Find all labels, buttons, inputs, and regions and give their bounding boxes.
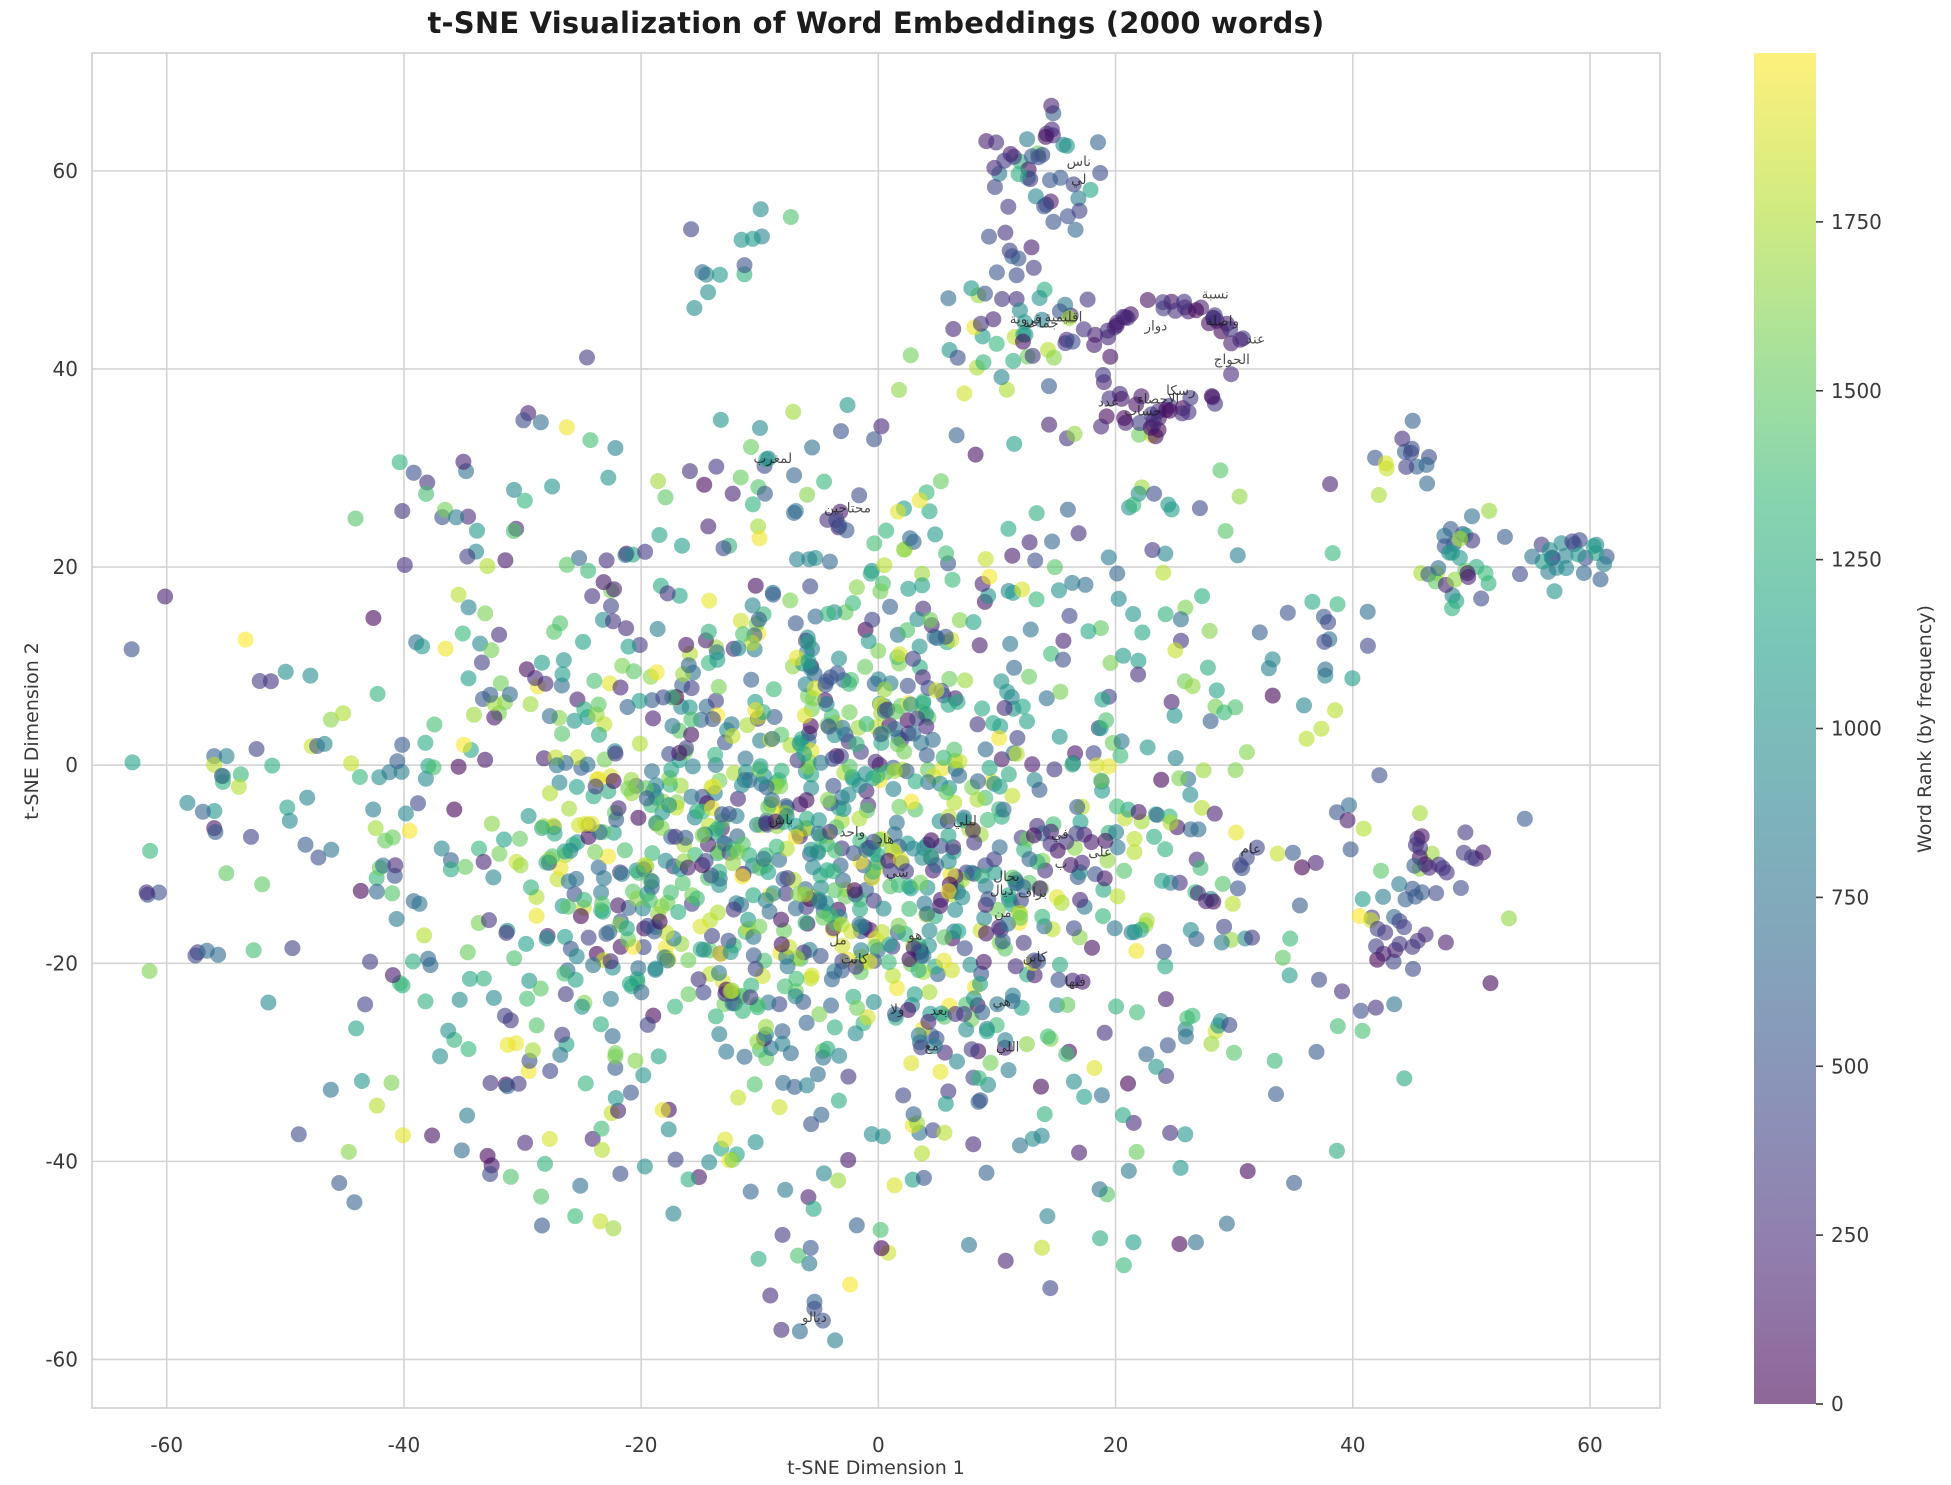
word-annotation: لبلي bbox=[953, 814, 977, 830]
word-annotation: الحواج bbox=[1214, 352, 1250, 368]
y-tick-label: -20 bbox=[45, 951, 78, 975]
word-annotation: مع bbox=[925, 1038, 939, 1054]
word-annotation: رسكا bbox=[1166, 383, 1195, 399]
word-annotation: عدد bbox=[1098, 395, 1119, 411]
word-annotation: هي bbox=[993, 994, 1011, 1010]
word-annotation: عام bbox=[1241, 841, 1262, 857]
y-tick-label: 60 bbox=[53, 159, 78, 183]
word-annotation: الاحصاء bbox=[1137, 392, 1179, 408]
word-annotation: لمغرب bbox=[754, 451, 793, 467]
word-annotation: بزاف bbox=[1018, 885, 1047, 901]
word-annotation: محتاجين bbox=[824, 501, 871, 517]
word-annotation: من bbox=[994, 905, 1012, 921]
word-annotation: بعد bbox=[930, 1003, 947, 1019]
colorbar-tick-label: 250 bbox=[1831, 1223, 1869, 1247]
word-annotation: كاين bbox=[1023, 949, 1048, 965]
word-annotation: ولا bbox=[890, 1002, 904, 1018]
word-annotation: مل bbox=[829, 932, 846, 948]
word-annotation: لي bbox=[1071, 172, 1086, 188]
word-annotation: واصلة bbox=[1206, 313, 1239, 329]
word-annotation: في bbox=[1051, 827, 1069, 843]
y-tick-label: 0 bbox=[65, 753, 78, 777]
word-annotation: هاد bbox=[877, 831, 894, 847]
colorbar-tick-label: 1000 bbox=[1831, 717, 1882, 741]
word-annotation: على bbox=[1088, 844, 1112, 860]
word-annotation: اللي bbox=[996, 1039, 1020, 1055]
word-annotation: قروية bbox=[1010, 311, 1041, 327]
colorbar[interactable] bbox=[1754, 53, 1816, 1404]
colorbar-tick-label: 0 bbox=[1831, 1392, 1844, 1416]
chart-title: t-SNE Visualization of Word Embeddings (… bbox=[427, 6, 1325, 40]
x-tick-label: 60 bbox=[1577, 1433, 1602, 1457]
colorbar-tick-label: 1750 bbox=[1831, 210, 1882, 234]
colorbar-tick-label: 1250 bbox=[1831, 548, 1882, 572]
colorbar-label: Word Rank (by frequency) bbox=[1914, 605, 1936, 853]
word-annotation: كانت bbox=[841, 951, 869, 967]
word-annotation: واحد bbox=[839, 825, 865, 841]
word-annotation: هو bbox=[907, 928, 922, 944]
x-tick-label: -60 bbox=[150, 1433, 183, 1457]
colorbar-tick-label: 500 bbox=[1831, 1054, 1869, 1078]
word-annotation: ناس bbox=[1067, 154, 1091, 170]
y-tick-label: 40 bbox=[53, 357, 78, 381]
y-axis-label: t-SNE Dimension 2 bbox=[21, 642, 43, 820]
word-annotation: ديال bbox=[990, 883, 1014, 899]
colorbar-tick-label: 1500 bbox=[1831, 379, 1882, 403]
x-tick-label: 20 bbox=[1103, 1433, 1128, 1457]
word-annotation: حساب bbox=[1124, 404, 1161, 420]
x-tick-label: 0 bbox=[872, 1433, 885, 1457]
word-annotation: نسبة bbox=[1202, 287, 1229, 303]
y-tick-label: -40 bbox=[45, 1149, 78, 1173]
word-annotation: عند bbox=[1246, 331, 1265, 347]
y-tick-label: 20 bbox=[53, 555, 78, 579]
word-annotation: ب bbox=[1055, 856, 1068, 872]
colorbar-ticks: 0 250 500 750 1000 1250 1500 1750 bbox=[1816, 210, 1882, 1416]
x-axis-label: t-SNE Dimension 1 bbox=[787, 1457, 965, 1479]
scatter-points bbox=[123, 97, 1615, 1349]
word-annotations: ناس لي نسبة واصلة عند الحواج دوار جماعةاقليميةق… bbox=[754, 154, 1266, 1326]
colorbar-tick-label: 750 bbox=[1831, 885, 1869, 909]
word-annotation: بحال bbox=[993, 869, 1019, 885]
word-annotation: دوار bbox=[1144, 318, 1168, 334]
word-annotation: اقليمية bbox=[1044, 309, 1082, 325]
plot-spine bbox=[91, 52, 1661, 1409]
word-annotation: شي bbox=[886, 865, 909, 881]
word-annotation: باش bbox=[769, 813, 793, 829]
x-tick-label: -40 bbox=[388, 1433, 421, 1457]
x-tick-label: 40 bbox=[1340, 1433, 1365, 1457]
y-tick-label: -60 bbox=[45, 1347, 78, 1371]
word-annotation: ديالو bbox=[801, 1310, 827, 1326]
word-annotation: جماعة bbox=[1023, 315, 1059, 331]
word-annotation: فيها bbox=[1065, 974, 1086, 990]
x-tick-label: -20 bbox=[625, 1433, 658, 1457]
tick-labels: -60 -40 -20 0 20 40 60 -60 -40 -20 0 20 40 60 bbox=[45, 159, 1602, 1457]
